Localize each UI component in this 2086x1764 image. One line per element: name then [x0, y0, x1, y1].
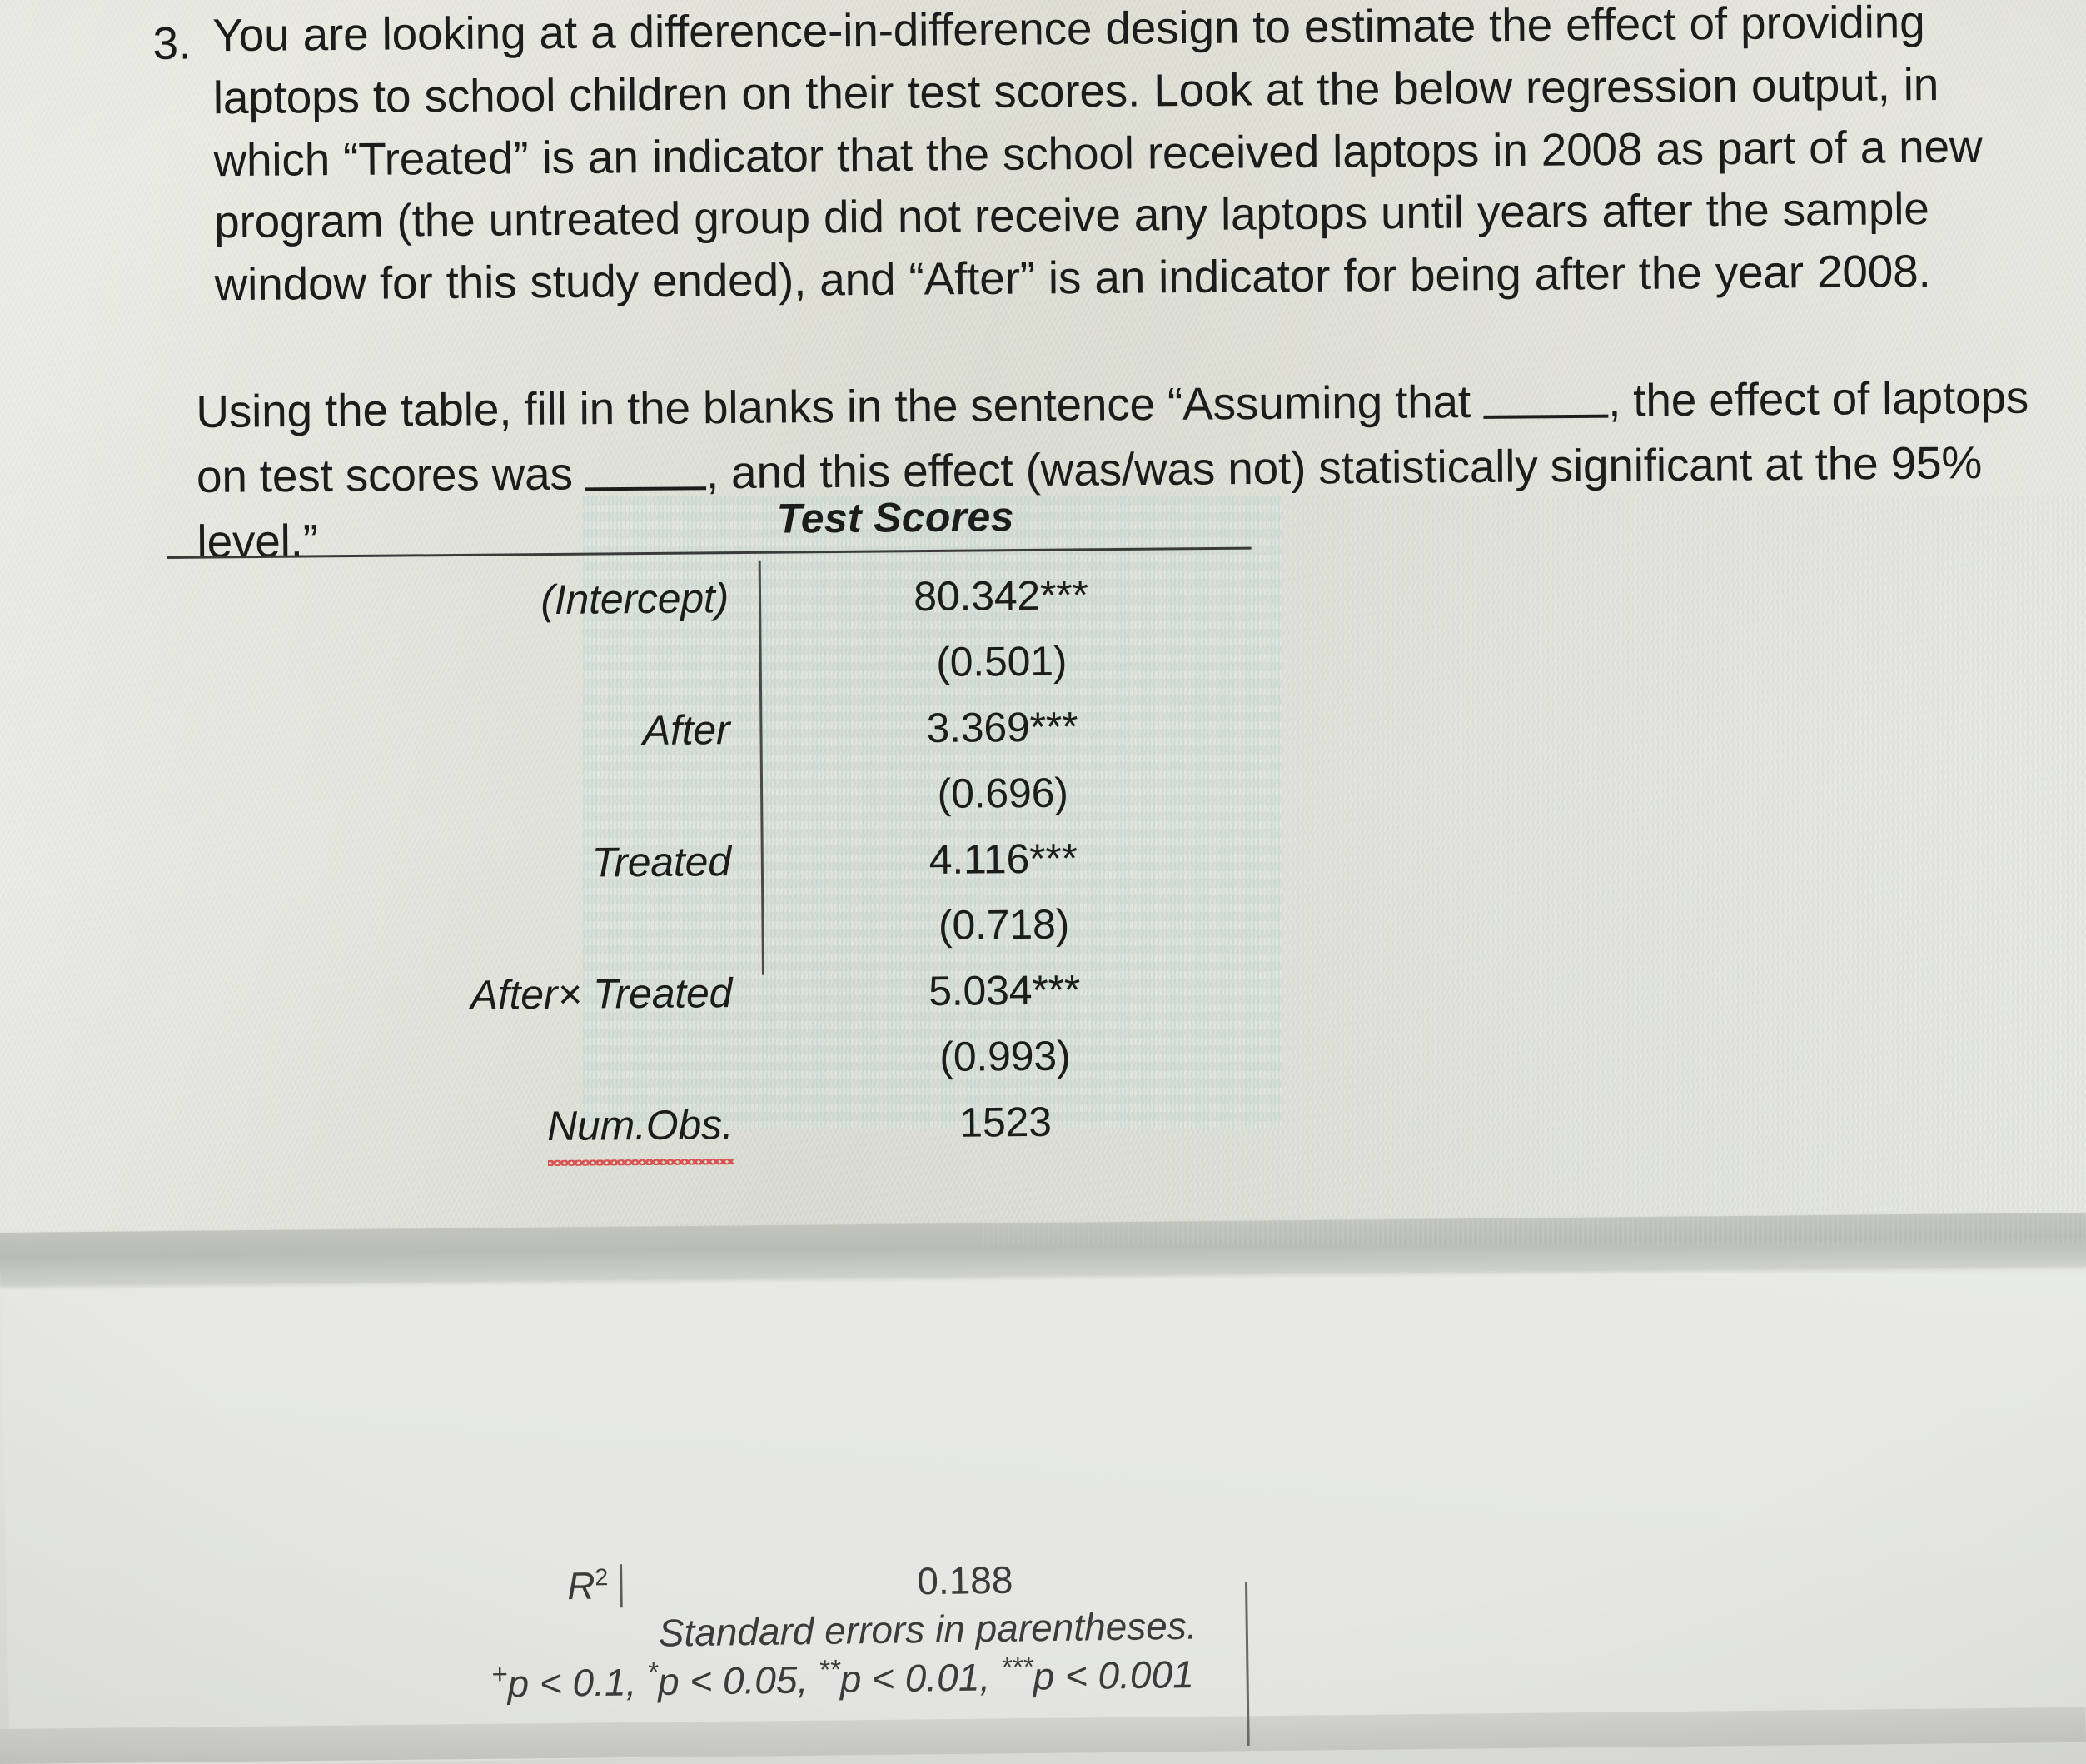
num-obs-label-text: Num.Obs. — [547, 1092, 734, 1159]
significance-legend: +p < 0.1, *p < 0.05, **p < 0.01, ***p < … — [335, 1647, 1352, 1708]
row-label-spacer-1 — [168, 678, 751, 683]
row-se-after-x-treated: (0.993) — [939, 1032, 1071, 1080]
question-block: 3. You are looking at a difference-in-di… — [133, 0, 2068, 321]
table-row: After× Treated 5.034*** — [171, 955, 1279, 1031]
table-footer: R2 0.188 Standard errors in parentheses.… — [491, 1552, 1351, 1706]
row-se-intercept: (0.501) — [935, 637, 1068, 685]
row-estimate-intercept: 80.342*** — [914, 571, 1089, 620]
r-squared-label: R2 — [516, 1562, 609, 1609]
screen-upper-page — [0, 0, 2086, 1259]
screen-weave-texture — [0, 0, 2086, 1259]
row-estimate-after: 3.369*** — [926, 703, 1078, 752]
table-row-se: (0.696) — [169, 758, 1277, 834]
r-squared-divider — [620, 1564, 623, 1608]
legend-two-star-symbol: ** — [818, 1654, 840, 1686]
r-squared-row: R2 0.188 — [516, 1552, 1350, 1609]
row-se-after: (0.696) — [937, 769, 1068, 817]
row-label-intercept: (Intercept) — [540, 575, 729, 624]
legend-two-star-text: p < 0.01, — [839, 1655, 991, 1701]
question-number: 3. — [152, 17, 192, 69]
row-label-after-x-treated: After× Treated — [470, 969, 733, 1019]
r-squared-value: 0.188 — [916, 1557, 1013, 1603]
legend-three-star-symbol: *** — [1000, 1652, 1033, 1683]
table-row: Treated 4.116*** — [169, 824, 1277, 899]
table-row-num-obs: Num.Obs. 1523 — [172, 1087, 1280, 1163]
row-estimate-after-x-treated: 5.034*** — [928, 966, 1081, 1015]
row-label-spacer-2 — [169, 810, 752, 815]
row-label-spacer-3 — [171, 941, 754, 946]
row-se-treated: (0.718) — [938, 900, 1070, 949]
table-row: (Intercept) 80.342*** — [167, 561, 1276, 636]
question-text: You are looking at a difference-in-diffe… — [212, 0, 2068, 316]
regression-table: Test Scores (Intercept) 80.342*** (0.501… — [167, 490, 1280, 1163]
table-row: After 3.369*** — [168, 692, 1277, 768]
row-label-treated: Treated — [591, 838, 732, 886]
legend-one-star-symbol: * — [646, 1657, 659, 1688]
legend-plus-text: p < 0.1, — [507, 1660, 637, 1706]
row-estimate-treated: 4.116*** — [928, 835, 1078, 884]
row-label-spacer-4 — [172, 1073, 754, 1078]
r-squared-exponent: 2 — [595, 1564, 609, 1592]
question-paragraph: You are looking at a difference-in-diffe… — [212, 0, 1983, 311]
r-squared-letter: R — [566, 1563, 595, 1608]
legend-three-star-text: p < 0.001 — [1033, 1652, 1195, 1698]
table-row-se: (0.501) — [167, 626, 1276, 702]
table-column-header-test-scores: Test Scores — [776, 493, 1014, 542]
blank-field-1[interactable] — [1482, 371, 1609, 419]
table-row-se: (0.993) — [172, 1021, 1280, 1097]
legend-one-star-text: p < 0.05, — [657, 1657, 809, 1703]
table-body: (Intercept) 80.342*** (0.501) After 3.36… — [167, 549, 1280, 1163]
blank-field-2[interactable] — [585, 443, 707, 491]
row-label-num-obs: Num.Obs. — [172, 1092, 755, 1163]
legend-plus-symbol: + — [490, 1659, 508, 1691]
row-value-num-obs: 1523 — [959, 1098, 1053, 1146]
prompt-part-1: Using the table, fill in the blanks in t… — [196, 375, 1471, 437]
table-row-se: (0.718) — [170, 889, 1278, 965]
row-label-after: After — [642, 706, 730, 755]
